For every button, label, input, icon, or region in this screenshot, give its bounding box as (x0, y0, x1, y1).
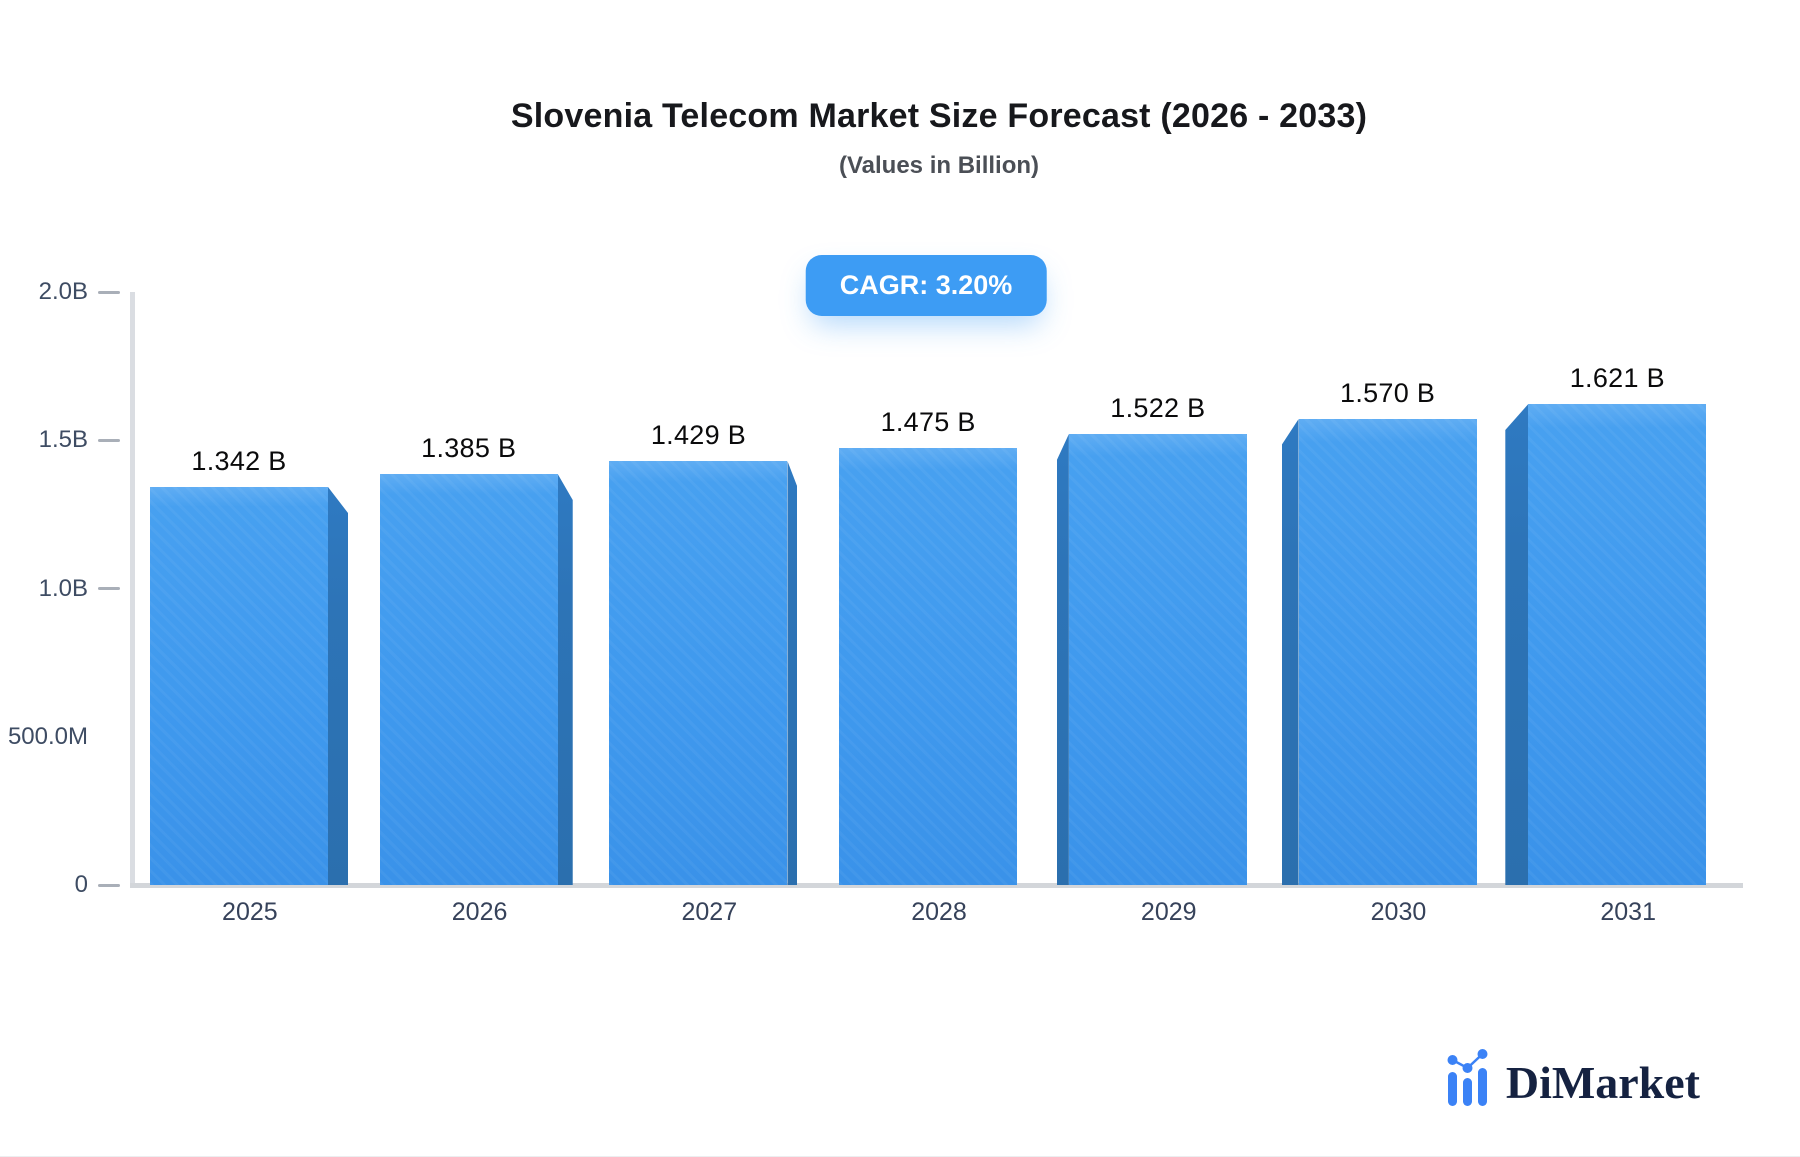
y-tick-label: 1.5B (38, 426, 88, 454)
logo-text: DiMarket (1505, 1057, 1700, 1108)
plot-area: 1.342 B 2025 1.385 B 2026 1.429 B 2027 1.475 B… (135, 0, 1743, 926)
bar-slot: 1.570 B 2030 (1281, 0, 1514, 926)
chart-title: Slovenia Telecom Market Size Forecast (2… (510, 97, 1368, 135)
y-axis-line (130, 292, 135, 885)
x-tick-label: 2026 (451, 898, 508, 926)
bar-3d-side (1281, 419, 1299, 885)
bar-3d-side (1056, 434, 1069, 885)
bar (609, 461, 788, 885)
x-tick-label: 2025 (222, 898, 278, 926)
y-tick-dash (98, 587, 120, 590)
cagr-badge: CAGR: 3.20% (805, 255, 1047, 316)
y-tick-label: 1.0B (38, 574, 88, 602)
y-tick-label: 2.0B (38, 278, 88, 305)
bar-slot: 1.342 B 2025 (135, 0, 365, 926)
x-tick-label: 2027 (681, 898, 738, 926)
bar (1068, 434, 1247, 885)
x-tick-label: 2029 (1140, 898, 1197, 926)
bar-3d-side (328, 487, 348, 885)
bar (150, 487, 328, 885)
brand-logo: DiMarket (1446, 1048, 1700, 1106)
bar-3d-side (557, 474, 573, 885)
bar-value-label: 1.570 B (1340, 378, 1436, 408)
bar-value-label: 1.342 B (191, 446, 287, 476)
bar-value-label: 1.621 B (1569, 363, 1665, 393)
bar-3d-side (1505, 404, 1529, 885)
bar-slot: 1.385 B 2026 (365, 0, 595, 926)
x-axis-line (130, 883, 1743, 888)
y-tick-label: 0 (74, 871, 88, 898)
bar-value-label: 1.475 B (880, 407, 976, 437)
chart-subtitle: (Values in Billion) (838, 152, 1040, 179)
chart-header: Slovenia Telecom Market Size Forecast (2… (135, 0, 1743, 180)
bar-chart-logo-icon (1447, 1049, 1488, 1106)
bar-slot: 1.621 B 2031 (1505, 0, 1743, 926)
bar (839, 448, 1018, 885)
x-tick-label: 2031 (1600, 898, 1656, 926)
bar-value-label: 1.429 B (650, 420, 747, 450)
x-tick-label: 2028 (911, 898, 967, 926)
x-tick-label: 2030 (1370, 898, 1427, 926)
y-tick-dash (98, 883, 120, 887)
bar (1528, 404, 1707, 885)
bar-slot: 1.429 B 2027 (594, 0, 824, 926)
bar-value-label: 1.385 B (421, 433, 517, 463)
bar-slot: 1.475 B 2028 (824, 0, 1054, 926)
y-tick-dash (98, 290, 120, 294)
bar-value-label: 1.522 B (1110, 393, 1206, 423)
bar-slot: 1.522 B 2029 (1054, 0, 1284, 926)
bar (1298, 419, 1477, 885)
bar (379, 474, 558, 885)
y-tick-dash (98, 438, 120, 442)
bar-3d-side (787, 461, 798, 885)
y-tick-label: 500.0M (7, 722, 88, 750)
